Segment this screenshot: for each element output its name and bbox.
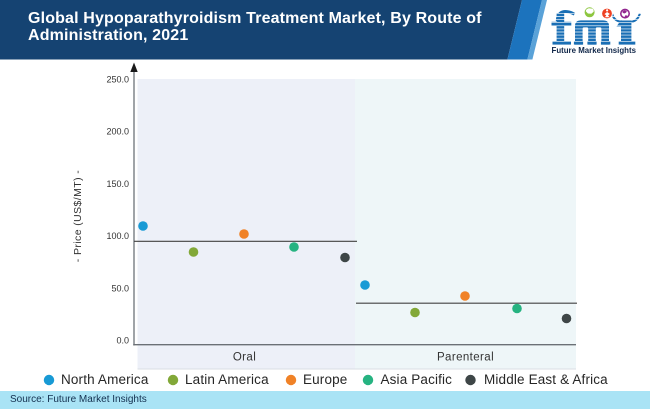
svg-text:150.0: 150.0 [106, 179, 129, 189]
svg-text:200.0: 200.0 [106, 127, 129, 137]
svg-text:- Price (US$/MT) -: - Price (US$/MT) - [72, 170, 84, 262]
svg-text:Europe: Europe [303, 372, 347, 387]
svg-text:North America: North America [61, 372, 149, 387]
svg-text:50.0: 50.0 [111, 283, 129, 293]
svg-text:250.0: 250.0 [106, 75, 129, 85]
svg-text:Oral: Oral [233, 352, 256, 364]
svg-text:Asia Pacific: Asia Pacific [381, 372, 453, 387]
svg-text:100.0: 100.0 [106, 231, 129, 241]
svg-text:Parenteral: Parenteral [437, 352, 494, 364]
svg-text:0.0: 0.0 [116, 336, 129, 346]
svg-text:Future Market Insights: Future Market Insights [552, 46, 637, 55]
svg-text:Latin America: Latin America [185, 372, 269, 387]
svg-text:Middle East & Africa: Middle East & Africa [484, 372, 608, 387]
